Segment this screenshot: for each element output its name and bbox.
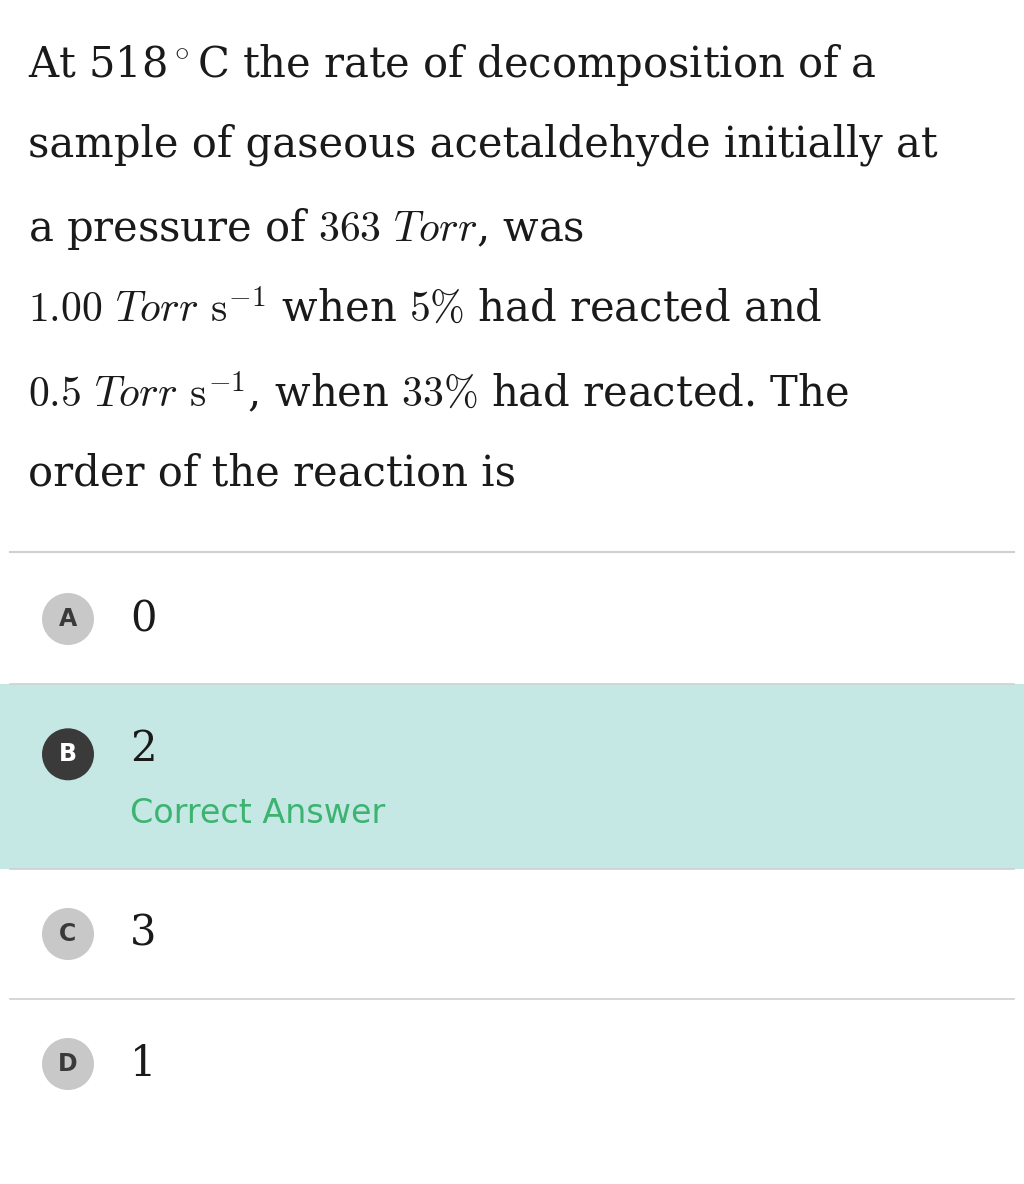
Text: order of the reaction is: order of the reaction is — [28, 452, 516, 494]
Circle shape — [42, 728, 94, 780]
FancyBboxPatch shape — [0, 684, 1024, 869]
Text: sample of gaseous acetaldehyde initially at: sample of gaseous acetaldehyde initially… — [28, 124, 938, 167]
Text: 1: 1 — [130, 1043, 157, 1085]
Text: A: A — [58, 607, 77, 631]
Text: C: C — [59, 922, 77, 946]
Text: D: D — [58, 1053, 78, 1076]
Text: 0: 0 — [130, 598, 157, 641]
Text: $1.00$ $\mathit{Torr}$ $\mathrm{s}^{-1}$ when $5\%$ had reacted and: $1.00$ $\mathit{Torr}$ $\mathrm{s}^{-1}$… — [28, 288, 822, 330]
Text: B: B — [59, 742, 77, 766]
Text: Correct Answer: Correct Answer — [130, 797, 385, 830]
Text: 2: 2 — [130, 728, 157, 770]
Text: a pressure of $363$ $\mathit{Torr}$, was: a pressure of $363$ $\mathit{Torr}$, was — [28, 206, 585, 252]
Text: 3: 3 — [130, 913, 157, 955]
Circle shape — [42, 908, 94, 960]
Circle shape — [42, 593, 94, 645]
Text: At 518$^\circ$C the rate of decomposition of a: At 518$^\circ$C the rate of decompositio… — [28, 41, 877, 88]
Text: $0.5$ $\mathit{Torr}$ $\mathrm{s}^{-1}$, when $33\%$ had reacted. The: $0.5$ $\mathit{Torr}$ $\mathrm{s}^{-1}$,… — [28, 369, 849, 416]
Circle shape — [42, 1038, 94, 1090]
